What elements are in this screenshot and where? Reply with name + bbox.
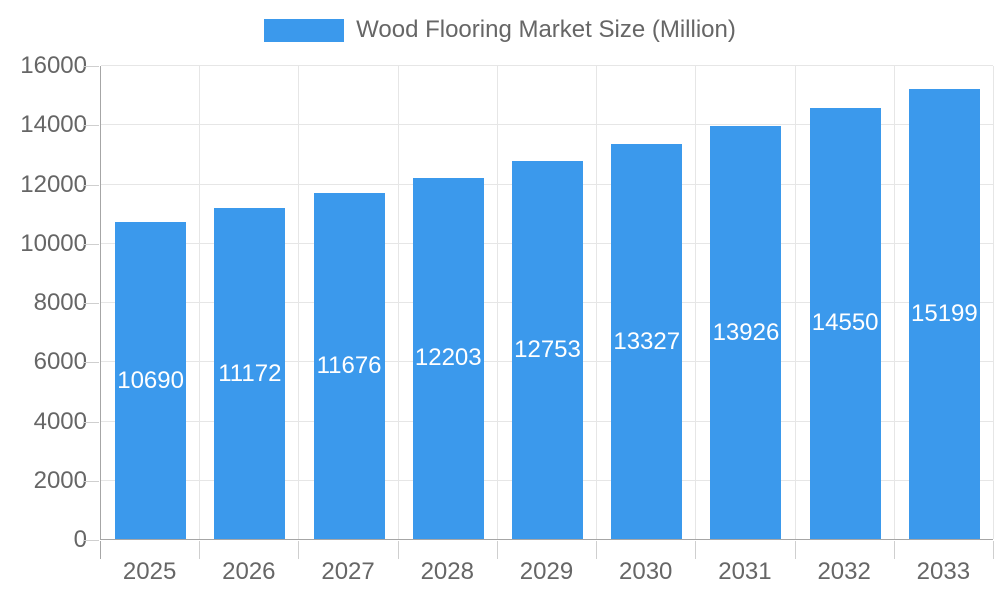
gridline-vertical (397, 66, 399, 539)
gridline-vertical (596, 66, 598, 539)
bar[interactable]: 15199 (908, 88, 980, 539)
x-tick-mark (794, 541, 796, 559)
bar-value-label: 11676 (316, 352, 382, 380)
y-tick-label: 0 (73, 526, 87, 553)
y-tick-label: 6000 (33, 348, 87, 376)
gridline-vertical (199, 66, 201, 539)
x-tick-mark (397, 541, 399, 559)
bar-value-label: 13327 (613, 327, 681, 355)
y-tick-label: 8000 (33, 289, 87, 316)
x-tick-label: 2032 (817, 558, 871, 585)
bar[interactable]: 10690 (115, 222, 187, 539)
y-tick-label: 14000 (20, 111, 87, 139)
y-tick-mark (83, 125, 99, 127)
y-tick-label: 16000 (20, 52, 87, 79)
plot-area: 10690 11172 11676 12203 12753 13327 13926 14550… (100, 65, 994, 540)
bar[interactable]: 12753 (512, 161, 583, 539)
legend-swatch (264, 18, 345, 42)
x-tick-mark (893, 541, 895, 559)
bar[interactable]: 13926 (710, 126, 782, 539)
gridline-vertical (496, 66, 498, 539)
x-tick-mark (199, 541, 201, 559)
x-tick-mark (596, 541, 598, 559)
bar-value-label: 14550 (811, 309, 879, 337)
x-tick-label: 2028 (420, 558, 474, 585)
x-tick-label: 2025 (122, 558, 177, 585)
x-tick-label: 2027 (321, 558, 375, 585)
x-tick-label: 2031 (718, 558, 772, 585)
x-tick-label: 2033 (916, 558, 971, 585)
y-tick-label: 10000 (20, 229, 87, 257)
gridline-vertical (794, 66, 796, 539)
gridline-vertical (298, 66, 300, 539)
y-tick-mark (83, 362, 99, 364)
bar[interactable]: 12203 (412, 177, 484, 539)
y-tick-mark (83, 480, 99, 482)
y-tick-mark (83, 540, 99, 541)
bar-value-label: 11172 (218, 359, 282, 387)
y-tick-mark (83, 303, 99, 304)
x-tick-mark (298, 541, 300, 559)
x-tick-mark (496, 541, 498, 559)
bar[interactable]: 14550 (809, 107, 881, 539)
bar-value-label: 13926 (712, 318, 780, 346)
bar-value-label: 15199 (911, 299, 978, 327)
y-tick-mark (83, 66, 99, 67)
y-tick-mark (83, 184, 99, 186)
legend-item[interactable]: Wood Flooring Market Size (Million) (0, 15, 1000, 45)
x-tick-label: 2026 (222, 558, 276, 585)
gridline-vertical (993, 66, 994, 539)
x-tick-mark (100, 541, 101, 559)
bar[interactable]: 13327 (611, 144, 683, 539)
y-tick-label: 4000 (33, 407, 87, 435)
bar[interactable]: 11172 (214, 208, 286, 539)
x-tick-label: 2030 (619, 558, 673, 585)
bar-value-label: 12203 (414, 344, 482, 372)
gridline-horizontal (101, 124, 993, 126)
bar-value-label: 12753 (514, 336, 581, 364)
y-tick-mark (83, 421, 99, 423)
gridline-vertical (893, 66, 895, 539)
y-tick-label: 12000 (20, 170, 87, 198)
x-tick-mark (993, 541, 994, 559)
bar[interactable]: 11676 (313, 193, 385, 539)
x-tick-mark (695, 541, 697, 559)
bar-value-label: 10690 (117, 366, 184, 394)
y-tick-label: 2000 (33, 466, 87, 494)
gridline-vertical (695, 66, 697, 539)
y-tick-mark (83, 243, 99, 245)
gridline-horizontal (101, 65, 993, 66)
legend-label: Wood Flooring Market Size (Million) (356, 16, 736, 43)
x-tick-label: 2029 (519, 558, 574, 585)
